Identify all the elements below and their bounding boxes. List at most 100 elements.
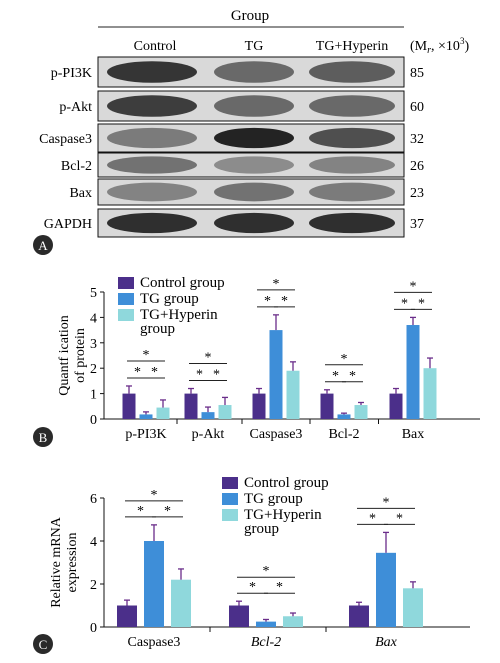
blot-band [107,182,197,202]
legend-swatch-hyperin [118,309,134,321]
x-tick-label: p-Akt [192,427,225,442]
blot-band [107,61,197,83]
column-label-tg-hyperin: TG+Hyperin [316,39,388,54]
bar-control [349,605,369,627]
y-tick-label: 0 [90,621,97,636]
blot-band [309,61,395,83]
x-tick-label: Bax [375,635,398,650]
legend-swatch-tg [118,293,134,305]
blot-mw-label: 85 [410,66,424,81]
legend-swatch-control [222,477,238,489]
y-axis-label: Relative mRNAexpression [49,516,80,607]
blot-band [214,127,294,149]
significance-star: * [264,294,271,309]
y-tick-label: 0 [90,413,97,428]
panel-badge-c-label: C [39,637,48,652]
bar-control [320,393,334,419]
blot-band [107,95,197,117]
bar-tg [139,414,153,419]
bar-hyperin [171,579,191,627]
panel-badge-c [33,634,53,654]
blot-row-label: p-Akt [59,100,92,115]
significance-star: * [249,580,256,595]
significance-star: * [369,511,376,526]
bar-hyperin [423,368,437,419]
blot-mw-label: 23 [410,186,424,201]
y-tick-label: 6 [90,492,97,507]
panel-badge-a-label: A [38,238,48,253]
legend-swatch-hyperin [222,509,238,521]
significance-star: * [151,365,158,380]
significance-star: * [410,279,417,294]
bar-tg [201,412,215,419]
significance-star: * [263,564,270,579]
blot-rows: p-PI3K 85 p-Akt 60 Caspase3 32 Bcl-2 26 Bax 23 GAP… [39,56,424,238]
bar-control [122,393,136,419]
significance-star: * [332,369,339,384]
unit-label: (Mr, ×103) [410,36,469,56]
x-tick-label: Bcl-2 [251,635,281,650]
significance-star: * [276,580,283,595]
x-tick-label: Caspase3 [250,427,303,442]
y-tick-label: 5 [90,286,97,301]
legend-label: TG+Hyperin group [244,507,322,537]
legend-label: Control group [244,475,329,491]
y-tick-label: 2 [90,362,97,377]
blot-row-label: GAPDH [44,217,92,232]
blot-band [309,156,395,174]
blot-band [107,212,197,234]
significance-star: * [401,296,408,311]
significance-star: * [151,488,158,503]
bar-hyperin [354,405,368,419]
significance-star: * [134,365,141,380]
blot-row-label: p-PI3K [51,66,92,81]
bar-hyperin [218,405,232,419]
significance-star: * [196,368,203,383]
x-tick-label: p-PI3K [125,427,166,442]
blot-row: Caspase3 32 [39,123,424,153]
blot-mw-label: 32 [410,132,424,147]
significance-star: * [281,294,288,309]
x-tick-label: Bax [402,427,425,442]
bar-hyperin [403,588,423,627]
blot-row-label: Caspase3 [39,132,92,147]
blot-row: GAPDH 37 [44,208,424,238]
blot-band [214,61,294,83]
blot-row: p-PI3K 85 [51,56,424,88]
legend-label: TG+Hyperin group [140,307,218,337]
blot-mw-label: 26 [410,159,424,174]
significance-star: * [383,495,390,510]
panel-badge-b-label: B [39,430,48,445]
column-label-tg: TG [245,39,264,54]
bar-tg [144,541,164,627]
bar-control [389,393,403,419]
blot-band [107,127,197,149]
bar-tg [406,325,420,419]
panel-badge-a [33,235,53,255]
blot-mw-label: 60 [410,100,424,115]
bar-control [229,605,249,627]
panel-c-chart: 0 2 4 6 Relative mRNAexpression Caspase3 * * * Bc… [49,475,470,650]
y-tick-label: 1 [90,388,97,403]
blot-mw-label: 37 [410,217,424,232]
bar-tg [337,414,351,419]
blot-band [107,156,197,174]
significance-star: * [137,504,144,519]
blot-row-label: Bcl-2 [61,159,92,174]
blot-band [214,212,294,234]
significance-star: * [341,352,348,367]
significance-star: * [205,351,212,366]
significance-star: * [273,277,280,292]
bar-tg [376,552,396,627]
y-tick-label: 2 [90,578,97,593]
blot-band [309,182,395,202]
blot-band [309,212,395,234]
legend-label: TG group [244,491,303,507]
bar-tg [269,330,283,419]
blot-band [214,156,294,174]
blot-row: Bax 23 [69,178,424,206]
bar-control [252,393,266,419]
significance-star: * [418,296,425,311]
significance-star: * [349,369,356,384]
